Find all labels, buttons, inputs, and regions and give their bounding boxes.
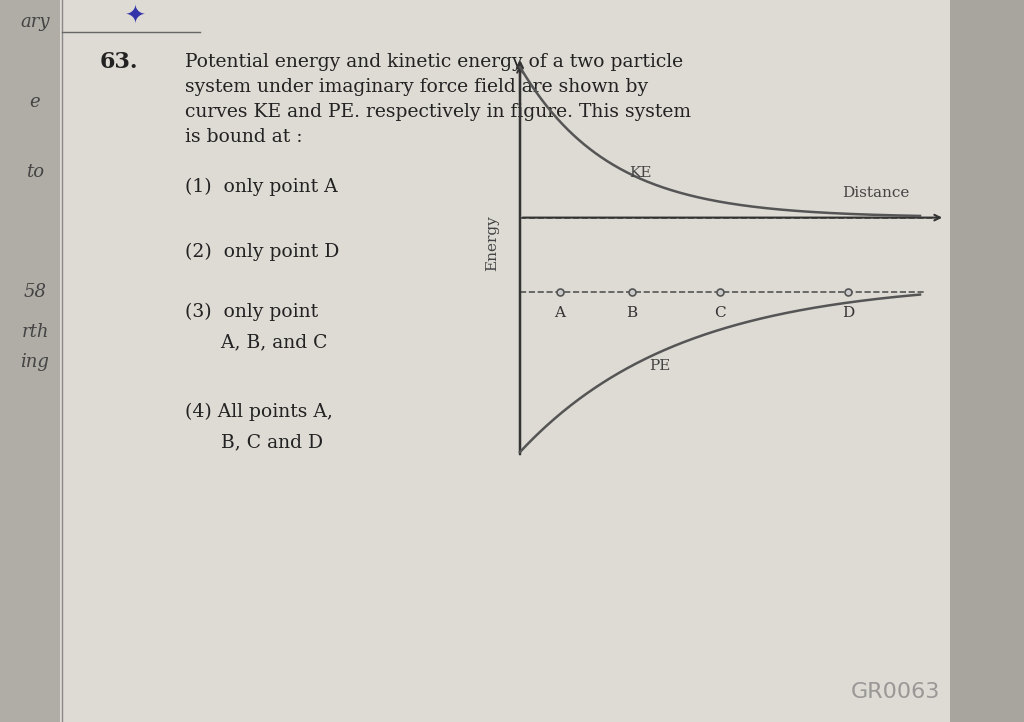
Text: A: A bbox=[555, 305, 565, 320]
Text: e: e bbox=[30, 93, 40, 111]
Text: A, B, and C: A, B, and C bbox=[185, 333, 328, 351]
Text: (4) All points A,: (4) All points A, bbox=[185, 403, 333, 421]
Text: GR0063: GR0063 bbox=[851, 682, 940, 702]
Bar bbox=[0, 0, 60, 722]
Text: ary: ary bbox=[20, 13, 50, 31]
Text: (3)  only point: (3) only point bbox=[185, 303, 318, 321]
Text: D: D bbox=[842, 305, 854, 320]
Text: rth: rth bbox=[22, 323, 49, 341]
Text: curves KE and PE. respectively in figure. This system: curves KE and PE. respectively in figure… bbox=[185, 103, 691, 121]
Text: B: B bbox=[627, 305, 638, 320]
Text: 63.: 63. bbox=[100, 51, 138, 73]
Text: (1)  only point A: (1) only point A bbox=[185, 178, 338, 196]
Text: Distance: Distance bbox=[843, 186, 910, 199]
Text: 58: 58 bbox=[24, 283, 46, 301]
Text: B, C and D: B, C and D bbox=[185, 433, 324, 451]
Text: (2)  only point D: (2) only point D bbox=[185, 243, 339, 261]
Text: system under imaginary force field are shown by: system under imaginary force field are s… bbox=[185, 78, 648, 96]
Bar bbox=[950, 0, 1024, 722]
Text: PE: PE bbox=[649, 359, 671, 373]
Text: to: to bbox=[26, 163, 44, 181]
Text: is bound at :: is bound at : bbox=[185, 128, 302, 146]
Text: C: C bbox=[714, 305, 726, 320]
Text: Energy: Energy bbox=[485, 216, 499, 271]
Text: KE: KE bbox=[629, 165, 651, 180]
Text: ing: ing bbox=[20, 353, 49, 371]
Text: Potential energy and kinetic energy of a two particle: Potential energy and kinetic energy of a… bbox=[185, 53, 683, 71]
Text: ✦: ✦ bbox=[125, 5, 145, 29]
